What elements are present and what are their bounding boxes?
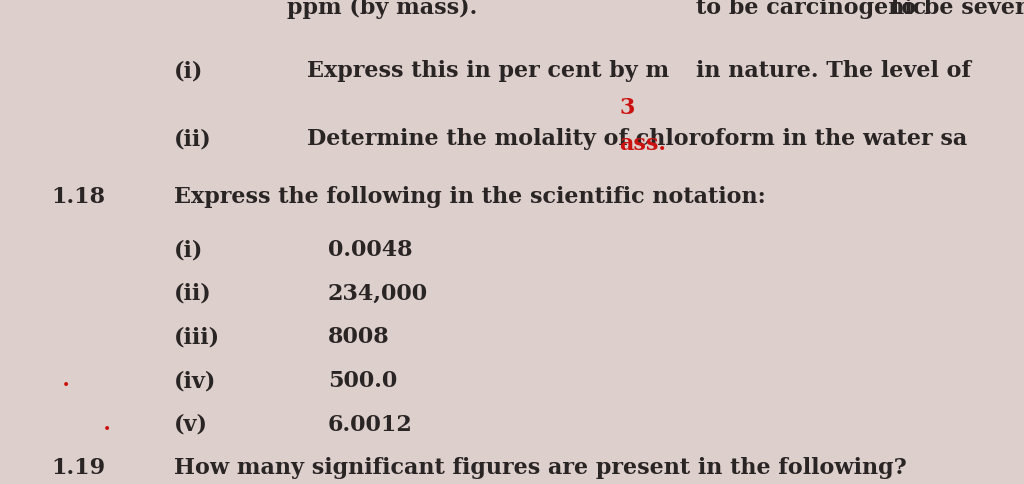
Text: 1.19: 1.19	[51, 457, 105, 479]
Text: 6.0012: 6.0012	[328, 414, 413, 436]
Text: 0.0048: 0.0048	[328, 240, 413, 261]
Text: Express this in per cent by m: Express this in per cent by m	[307, 60, 670, 82]
Text: Determine the molality of chloroform in the water sa: Determine the molality of chloroform in …	[307, 128, 968, 150]
Text: to be carcinogenic: to be carcinogenic	[696, 0, 927, 19]
Text: 3: 3	[620, 97, 635, 119]
Text: ppm (by mass).: ppm (by mass).	[287, 0, 477, 19]
Text: 1.18: 1.18	[51, 186, 105, 208]
Text: 234,000: 234,000	[328, 283, 428, 305]
Text: to be severely contam: to be severely contam	[891, 0, 1024, 19]
Text: How many significant figures are present in the following?: How many significant figures are present…	[174, 457, 907, 479]
Text: •: •	[102, 422, 111, 436]
Text: •: •	[61, 378, 70, 392]
Text: (iii): (iii)	[174, 327, 220, 348]
Text: (iv): (iv)	[174, 370, 216, 392]
Text: 8008: 8008	[328, 327, 389, 348]
Text: (ii): (ii)	[174, 283, 212, 305]
Text: ass.: ass.	[620, 133, 667, 155]
Text: 500.0: 500.0	[328, 370, 397, 392]
Text: in nature. The level of: in nature. The level of	[696, 60, 972, 82]
Text: (i): (i)	[174, 240, 204, 261]
Text: (v): (v)	[174, 414, 208, 436]
Text: (ii): (ii)	[174, 128, 212, 150]
Text: Express the following in the scientific notation:: Express the following in the scientific …	[174, 186, 766, 208]
Text: (i): (i)	[174, 60, 204, 82]
